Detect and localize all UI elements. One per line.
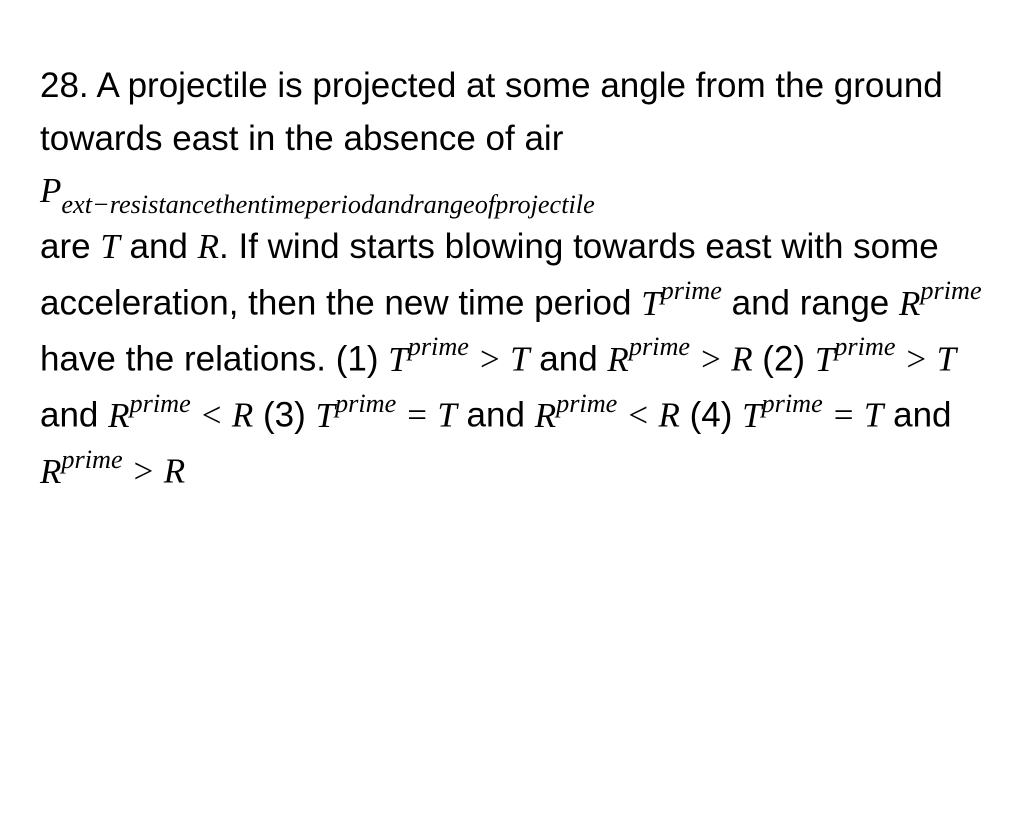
rp1-sup: prime	[920, 276, 981, 305]
opt2-Tprime: Tprime	[815, 340, 896, 379]
o1r-base: R	[607, 340, 628, 379]
opt2-Rprime: Rprime	[108, 396, 191, 435]
opt3-lt: <	[617, 396, 658, 435]
opt1-gt1: >	[469, 340, 510, 379]
opt2-gt: >	[896, 340, 937, 379]
text-have-rel: have the relations. (1)	[40, 340, 388, 379]
opt1-gt2: >	[690, 340, 731, 379]
opt2-R: R	[232, 396, 253, 435]
opt4-label: (4)	[680, 396, 742, 435]
o2t-sup: prime	[834, 332, 895, 361]
tp1-sup: prime	[661, 276, 722, 305]
opt4-T: T	[864, 396, 883, 435]
opt1-T: T	[510, 340, 529, 379]
var-P: P	[40, 171, 61, 210]
o3t-base: T	[316, 396, 335, 435]
opt2-label: (2)	[753, 340, 815, 379]
opt3-eq: =	[396, 396, 437, 435]
o2t-base: T	[815, 340, 834, 379]
opt3-R: R	[658, 396, 679, 435]
opt1-Tprime: Tprime	[388, 340, 469, 379]
opt4-Tprime: Tprime	[742, 396, 823, 435]
question-number: 28.	[40, 66, 96, 105]
opt4-and: and	[883, 396, 951, 435]
o2r-base: R	[108, 396, 129, 435]
opt2-lt: <	[191, 396, 232, 435]
o3r-sup: prime	[556, 389, 617, 418]
o3t-sup: prime	[335, 389, 396, 418]
o4r-sup: prime	[61, 445, 122, 474]
question-body: 28. A projectile is projected at some an…	[40, 60, 984, 499]
rp1-base: R	[899, 284, 920, 323]
o3r-base: R	[535, 396, 556, 435]
o4t-base: T	[742, 396, 761, 435]
tp1-base: T	[641, 284, 660, 323]
opt3-and: and	[457, 396, 535, 435]
opt1-R: R	[731, 340, 752, 379]
text-and-1: and	[120, 227, 198, 266]
opt3-Tprime: Tprime	[316, 396, 397, 435]
opt3-Rprime: Rprime	[535, 396, 618, 435]
o4t-sup: prime	[762, 389, 823, 418]
o1t-sup: prime	[408, 332, 469, 361]
o2r-sup: prime	[130, 389, 191, 418]
opt2-and: and	[40, 396, 108, 435]
opt3-label: (3)	[253, 396, 315, 435]
var-Rprime-1: Rprime	[899, 284, 982, 323]
o1t-base: T	[388, 340, 407, 379]
opt2-T: T	[937, 340, 956, 379]
opt3-T: T	[437, 396, 456, 435]
var-T: T	[100, 227, 119, 266]
o1r-sup: prime	[629, 332, 690, 361]
opt4-eq: =	[823, 396, 864, 435]
line-1: A projectile is projected at some angle …	[40, 66, 943, 158]
var-Tprime-1: Tprime	[641, 284, 722, 323]
o4r-base: R	[40, 452, 61, 491]
question-page: 28. A projectile is projected at some an…	[0, 0, 1024, 539]
opt1-Rprime: Rprime	[607, 340, 690, 379]
opt4-R: R	[164, 452, 185, 491]
text-and-range: and range	[722, 284, 899, 323]
var-R: R	[198, 227, 219, 266]
sub-long: ext−resistancethentimeperiodandrangeofpr…	[61, 190, 594, 219]
text-are: are	[40, 227, 100, 266]
opt1-and: and	[530, 340, 608, 379]
opt4-Rprime: Rprime	[40, 452, 123, 491]
opt4-gt: >	[123, 452, 164, 491]
